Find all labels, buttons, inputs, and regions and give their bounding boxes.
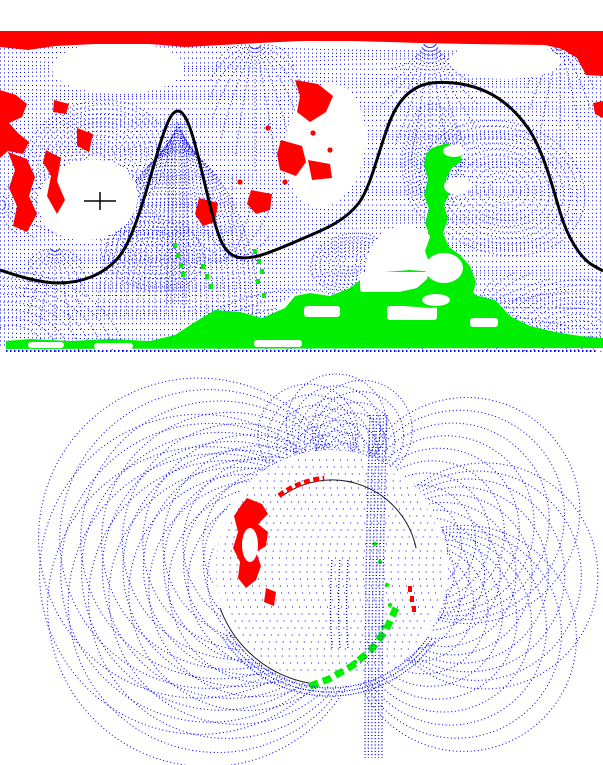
disk-outline-arc <box>219 607 310 684</box>
open-field-band-north <box>0 31 603 76</box>
disk-red-arc <box>277 475 325 498</box>
disk-green-arc <box>303 606 400 692</box>
field-line-3d-panel <box>38 373 599 765</box>
neutral-line <box>0 80 603 285</box>
synoptic-map-panel <box>0 31 603 352</box>
